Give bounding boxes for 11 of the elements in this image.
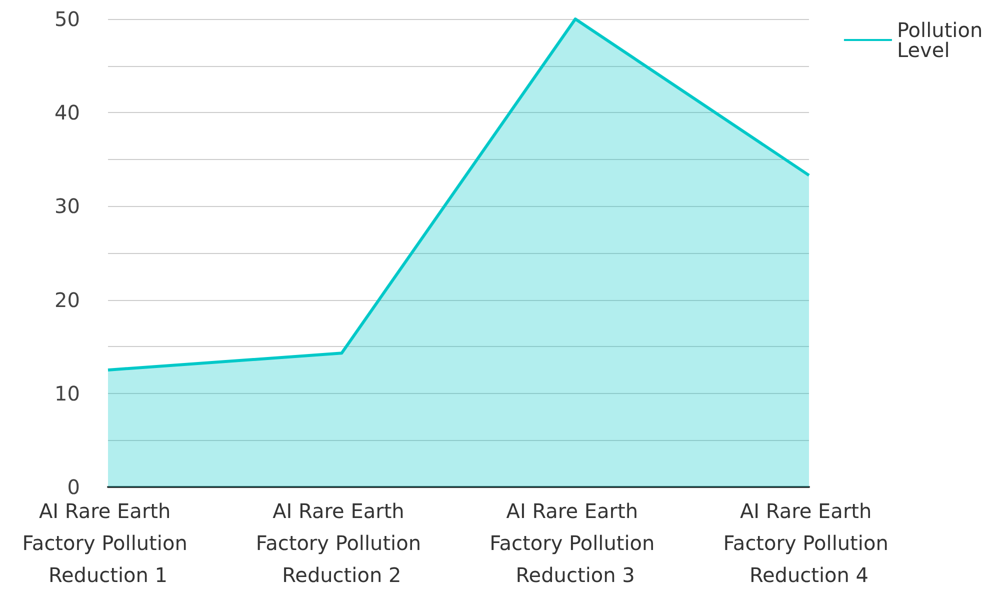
x-tick-label: AI Rare Earth Factory Pollution Reduction 1 bbox=[22, 499, 194, 587]
legend-label: Pollution Level bbox=[896, 18, 990, 62]
x-tick-label: AI Rare Earth Factory Pollution Reduction 4 bbox=[723, 499, 895, 587]
x-tick-label: AI Rare Earth Factory Pollution Reduction 2 bbox=[256, 499, 428, 587]
y-tick-label: 30 bbox=[54, 194, 80, 218]
y-tick-label: 10 bbox=[54, 381, 80, 406]
y-tick-label: 40 bbox=[54, 100, 80, 125]
y-tick-label: 0 bbox=[67, 475, 80, 499]
y-tick-label: 50 bbox=[54, 7, 80, 31]
y-tick-label: 20 bbox=[54, 288, 80, 312]
x-tick-label: AI Rare Earth Factory Pollution Reduction 3 bbox=[490, 499, 662, 587]
